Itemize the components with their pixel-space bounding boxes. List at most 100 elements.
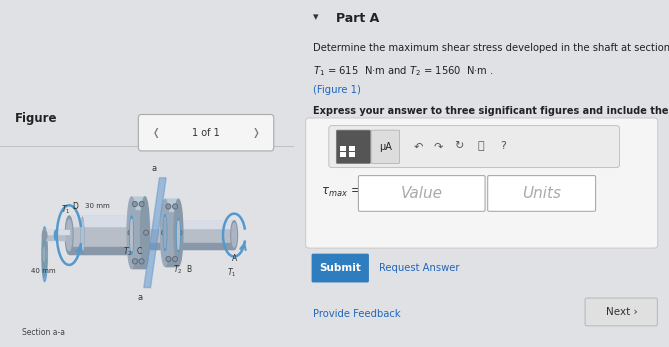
Text: ❭: ❭ (252, 128, 260, 138)
Circle shape (140, 260, 143, 263)
Bar (132, 259, 145, 269)
Bar (69, 216, 136, 254)
Circle shape (144, 230, 149, 235)
Text: a: a (152, 164, 157, 173)
FancyBboxPatch shape (359, 176, 485, 211)
Circle shape (145, 231, 147, 234)
Text: ⬜: ⬜ (478, 142, 484, 151)
Polygon shape (144, 178, 166, 288)
Circle shape (174, 257, 177, 260)
Bar (145, 221, 234, 249)
Text: $T_1$: $T_1$ (62, 203, 71, 216)
Ellipse shape (43, 247, 46, 261)
Ellipse shape (164, 217, 166, 248)
Circle shape (139, 202, 144, 206)
Text: ↻: ↻ (454, 142, 464, 151)
FancyBboxPatch shape (340, 152, 346, 157)
Text: ↶: ↶ (413, 142, 423, 151)
Circle shape (162, 230, 166, 235)
Ellipse shape (130, 216, 133, 254)
Circle shape (134, 260, 136, 263)
Text: Value: Value (401, 186, 443, 201)
Ellipse shape (80, 217, 84, 254)
Text: $T_1$ = 615  N·m and $T_2$ = 1560  N·m .: $T_1$ = 615 N·m and $T_2$ = 1560 N·m . (313, 64, 494, 78)
Circle shape (174, 205, 177, 208)
Text: (Figure 1): (Figure 1) (313, 85, 361, 95)
Ellipse shape (231, 221, 237, 249)
Text: $T_1$: $T_1$ (227, 266, 237, 279)
FancyBboxPatch shape (337, 130, 371, 163)
Bar (69, 247, 136, 254)
Circle shape (166, 204, 171, 209)
Circle shape (166, 256, 171, 261)
Text: ↷: ↷ (434, 142, 444, 151)
Text: Provide Feedback: Provide Feedback (313, 309, 401, 319)
Ellipse shape (174, 199, 183, 266)
Text: A: A (232, 254, 237, 263)
Ellipse shape (130, 219, 132, 251)
Circle shape (129, 231, 132, 234)
Text: $T_2$  B: $T_2$ B (173, 263, 193, 276)
Text: ▾: ▾ (313, 12, 318, 22)
Text: Request Answer: Request Answer (379, 263, 459, 273)
Circle shape (173, 204, 177, 209)
Text: D: D (72, 202, 78, 211)
FancyBboxPatch shape (138, 115, 274, 151)
Circle shape (132, 202, 137, 206)
Text: Units: Units (522, 186, 561, 201)
Text: μA: μA (379, 142, 392, 152)
Bar (132, 197, 145, 269)
Text: 40 mm: 40 mm (31, 268, 56, 274)
FancyBboxPatch shape (306, 118, 658, 248)
Bar (165, 258, 179, 266)
Bar (45, 230, 69, 234)
Text: Express your answer to three significant figures and include the appropriate uni: Express your answer to three significant… (313, 106, 669, 116)
Text: 30 mm: 30 mm (85, 203, 110, 209)
Ellipse shape (161, 199, 169, 266)
Text: $T_2$  C: $T_2$ C (122, 245, 142, 258)
FancyBboxPatch shape (340, 146, 346, 151)
FancyBboxPatch shape (585, 298, 658, 326)
FancyBboxPatch shape (312, 254, 369, 282)
Ellipse shape (65, 216, 73, 254)
Text: Determine the maximum shear stress developed in the shaft at section a − a. Take: Determine the maximum shear stress devel… (313, 43, 669, 53)
Ellipse shape (54, 230, 57, 240)
Text: Submit: Submit (320, 263, 361, 273)
Ellipse shape (163, 215, 167, 251)
Text: 1 of 1: 1 of 1 (192, 128, 220, 138)
Text: Next ›: Next › (605, 307, 638, 317)
Ellipse shape (43, 231, 47, 277)
Ellipse shape (82, 219, 84, 251)
Circle shape (140, 203, 143, 205)
Text: $\tau_{max}$ =: $\tau_{max}$ = (320, 186, 361, 199)
Ellipse shape (177, 221, 179, 249)
Circle shape (167, 205, 170, 208)
Bar (165, 199, 179, 211)
Text: ?: ? (500, 142, 506, 151)
Bar (145, 244, 234, 249)
Ellipse shape (140, 197, 149, 269)
FancyBboxPatch shape (371, 130, 399, 163)
Bar (165, 199, 179, 266)
Ellipse shape (127, 197, 136, 269)
Circle shape (128, 230, 132, 235)
Bar (69, 216, 136, 226)
FancyBboxPatch shape (349, 152, 355, 157)
Text: Section a-a: Section a-a (22, 328, 66, 337)
Ellipse shape (42, 230, 47, 240)
Text: a: a (137, 293, 142, 302)
Text: Part A: Part A (336, 12, 379, 25)
FancyBboxPatch shape (349, 146, 355, 151)
Text: ❬: ❬ (152, 128, 161, 138)
Ellipse shape (66, 220, 72, 251)
Circle shape (177, 230, 182, 235)
Circle shape (163, 231, 165, 234)
Ellipse shape (41, 227, 47, 282)
FancyBboxPatch shape (329, 126, 619, 168)
FancyBboxPatch shape (488, 176, 595, 211)
Circle shape (178, 231, 181, 234)
Bar (145, 221, 234, 228)
Circle shape (167, 257, 170, 260)
Ellipse shape (232, 223, 236, 247)
Circle shape (134, 203, 136, 205)
